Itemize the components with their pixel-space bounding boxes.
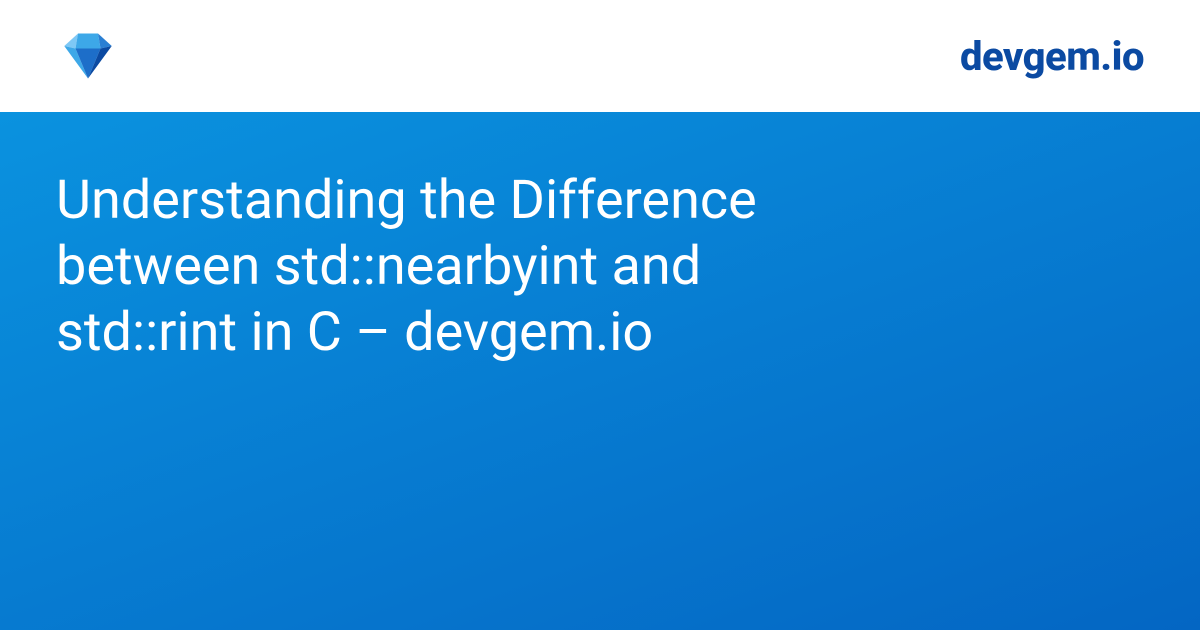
gem-icon [56,31,120,81]
logo [56,31,120,81]
header-bar: devgem.io [0,0,1200,112]
og-card: devgem.io Understanding the Difference b… [0,0,1200,630]
page-title: Understanding the Difference between std… [56,168,876,366]
brand-wordmark: devgem.io [960,33,1144,80]
hero-panel: Understanding the Difference between std… [0,112,1200,630]
